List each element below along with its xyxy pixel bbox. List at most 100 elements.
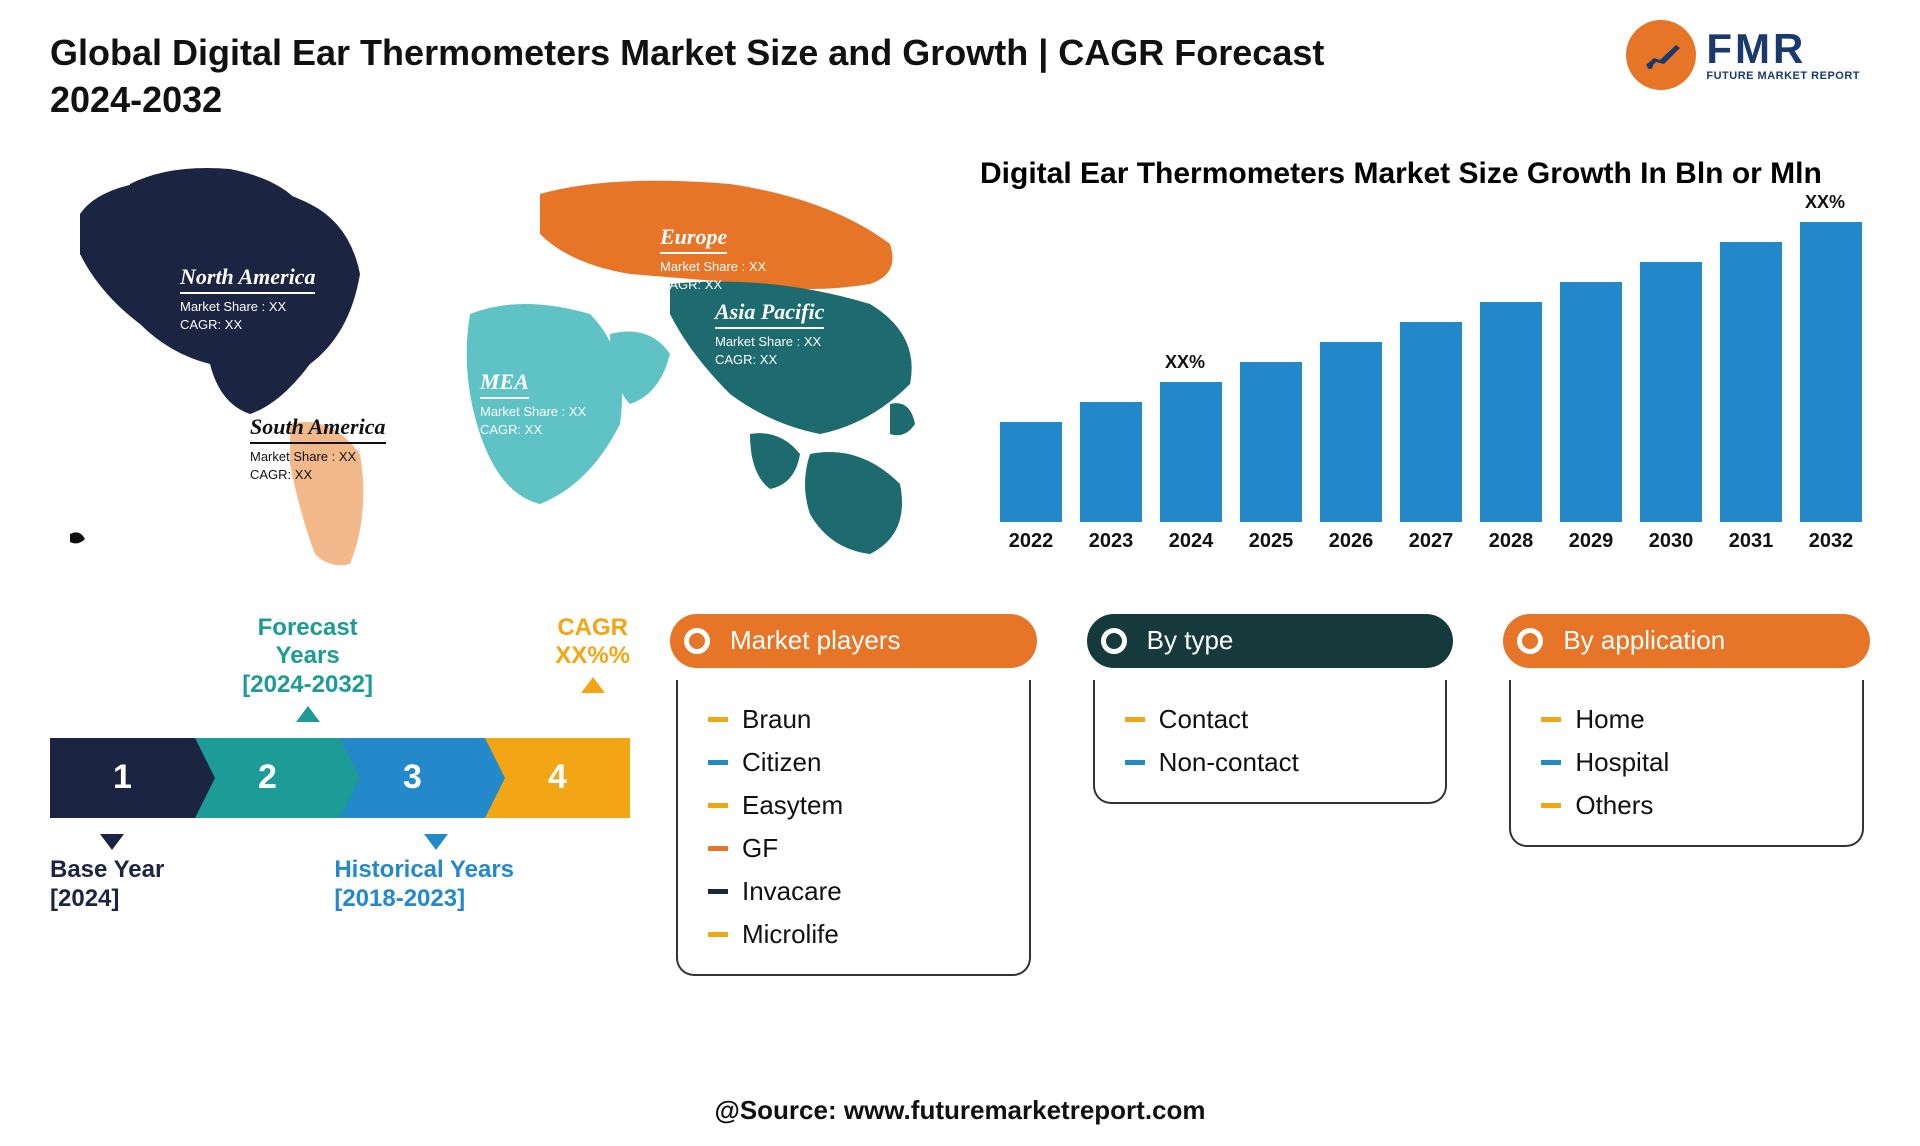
dash-icon — [708, 760, 728, 765]
bar-year: 2024 — [1169, 530, 1214, 553]
bar — [1640, 262, 1702, 522]
bar — [1160, 382, 1222, 522]
item-text: Others — [1575, 790, 1653, 821]
bar-year: 2023 — [1089, 530, 1134, 553]
logo-tagline: FUTURE MARKET REPORT — [1706, 70, 1860, 82]
bar-col: 2023 — [1080, 402, 1142, 553]
bracket: Home Hospital Others — [1509, 680, 1864, 847]
list-item: Braun — [708, 698, 1011, 741]
bar — [1800, 222, 1862, 522]
dash-icon — [1541, 803, 1561, 808]
item-text: Hospital — [1575, 747, 1669, 778]
dash-icon — [1125, 717, 1145, 722]
telescope-icon — [1626, 20, 1696, 90]
bar — [1080, 402, 1142, 522]
list-item: Citizen — [708, 741, 1011, 784]
bar — [1560, 282, 1622, 522]
triangle-down-icon — [100, 834, 124, 850]
bar — [1480, 302, 1542, 522]
item-text: Microlife — [742, 919, 839, 950]
dash-icon — [708, 932, 728, 937]
list-item: Others — [1541, 784, 1844, 827]
bar-col: 2031 — [1720, 242, 1782, 553]
bar — [1400, 322, 1462, 522]
forecast-label: Forecast Years — [230, 614, 385, 672]
dash-icon — [708, 717, 728, 722]
bar-col: 2024 — [1160, 382, 1222, 553]
triangle-up-icon — [581, 677, 605, 693]
region-north_america: North AmericaMarket Share : XXCAGR: XX — [180, 264, 315, 334]
base-range: [2024] — [50, 885, 164, 914]
chart-title: Digital Ear Thermometers Market Size Gro… — [980, 154, 1870, 193]
bar-col: 2025 — [1240, 362, 1302, 553]
category-pill: By type — [1087, 614, 1454, 668]
bar-col: 2032 — [1800, 222, 1862, 553]
hist-range: [2018-2023] — [334, 885, 514, 914]
bar-year: 2022 — [1009, 530, 1054, 553]
category-column: By application Home Hospital Others — [1503, 614, 1870, 976]
bar-chart: Digital Ear Thermometers Market Size Gro… — [980, 154, 1870, 574]
list-item: Non-contact — [1125, 741, 1428, 784]
forecast-range: [2024-2032] — [230, 671, 385, 700]
category-column: Market players BraunCitizen Easytem GF Invac… — [670, 614, 1037, 976]
list-item: Invacare — [708, 870, 1011, 913]
bracket: Contact Non-contact — [1093, 680, 1448, 804]
region-mea: MEAMarket Share : XXCAGR: XX — [480, 369, 586, 439]
region-south_america: South AmericaMarket Share : XXCAGR: XX — [250, 414, 386, 484]
triangle-up-icon — [296, 706, 320, 722]
bar-annotation: XX% — [1165, 352, 1205, 373]
bar — [1320, 342, 1382, 522]
item-text: Home — [1575, 704, 1644, 735]
bar-col: 2030 — [1640, 262, 1702, 553]
bar-year: 2029 — [1569, 530, 1614, 553]
timeline: Forecast Years [2024-2032] CAGR XX%% 123… — [50, 614, 630, 914]
bar-year: 2027 — [1409, 530, 1454, 553]
list-item: GF — [708, 827, 1011, 870]
bar-year: 2031 — [1729, 530, 1774, 553]
list-item: Easytem — [708, 784, 1011, 827]
bar-col: 2029 — [1560, 282, 1622, 553]
dash-icon — [1541, 760, 1561, 765]
region-europe: EuropeMarket Share : XXCAGR: XX — [660, 224, 766, 294]
hist-label: Historical Years — [334, 856, 514, 885]
dash-icon — [708, 889, 728, 894]
bar-year: 2030 — [1649, 530, 1694, 553]
bracket: BraunCitizen Easytem GF Invacare Microlife — [676, 680, 1031, 976]
world-map: North AmericaMarket Share : XXCAGR: XX So… — [50, 154, 950, 574]
bar-year: 2032 — [1809, 530, 1854, 553]
category-pill: Market players — [670, 614, 1037, 668]
logo-text: FMR — [1706, 28, 1860, 70]
timeline-segment: 4 — [485, 738, 630, 818]
bar-col: 2028 — [1480, 302, 1542, 553]
list-item: Home — [1541, 698, 1844, 741]
logo: FMR FUTURE MARKET REPORT — [1626, 20, 1860, 90]
category-column: By type Contact Non-contact — [1087, 614, 1454, 976]
category-pill: By application — [1503, 614, 1870, 668]
dash-icon — [708, 803, 728, 808]
region-asia_pacific: Asia PacificMarket Share : XXCAGR: XX — [715, 299, 824, 369]
bar-year: 2028 — [1489, 530, 1534, 553]
bar-annotation: XX% — [1805, 192, 1845, 213]
cagr-value: XX%% — [555, 642, 630, 671]
item-text: Easytem — [742, 790, 843, 821]
bar-year: 2025 — [1249, 530, 1294, 553]
list-item: Contact — [1125, 698, 1428, 741]
cagr-label: CAGR — [555, 614, 630, 643]
bar-col: 2027 — [1400, 322, 1462, 553]
base-label: Base Year — [50, 856, 164, 885]
item-text: Non-contact — [1159, 747, 1299, 778]
dash-icon — [1541, 717, 1561, 722]
item-text: Contact — [1159, 704, 1249, 735]
bar-col: 2022 — [1000, 422, 1062, 553]
item-text: GF — [742, 833, 778, 864]
triangle-down-icon — [424, 834, 448, 850]
bar — [1240, 362, 1302, 522]
dash-icon — [708, 846, 728, 851]
timeline-segment: 1 — [50, 738, 195, 818]
dash-icon — [1125, 760, 1145, 765]
timeline-segment: 2 — [195, 738, 340, 818]
timeline-segment: 3 — [340, 738, 485, 818]
bar-year: 2026 — [1329, 530, 1374, 553]
item-text: Invacare — [742, 876, 842, 907]
page-title: Global Digital Ear Thermometers Market S… — [50, 30, 1450, 124]
